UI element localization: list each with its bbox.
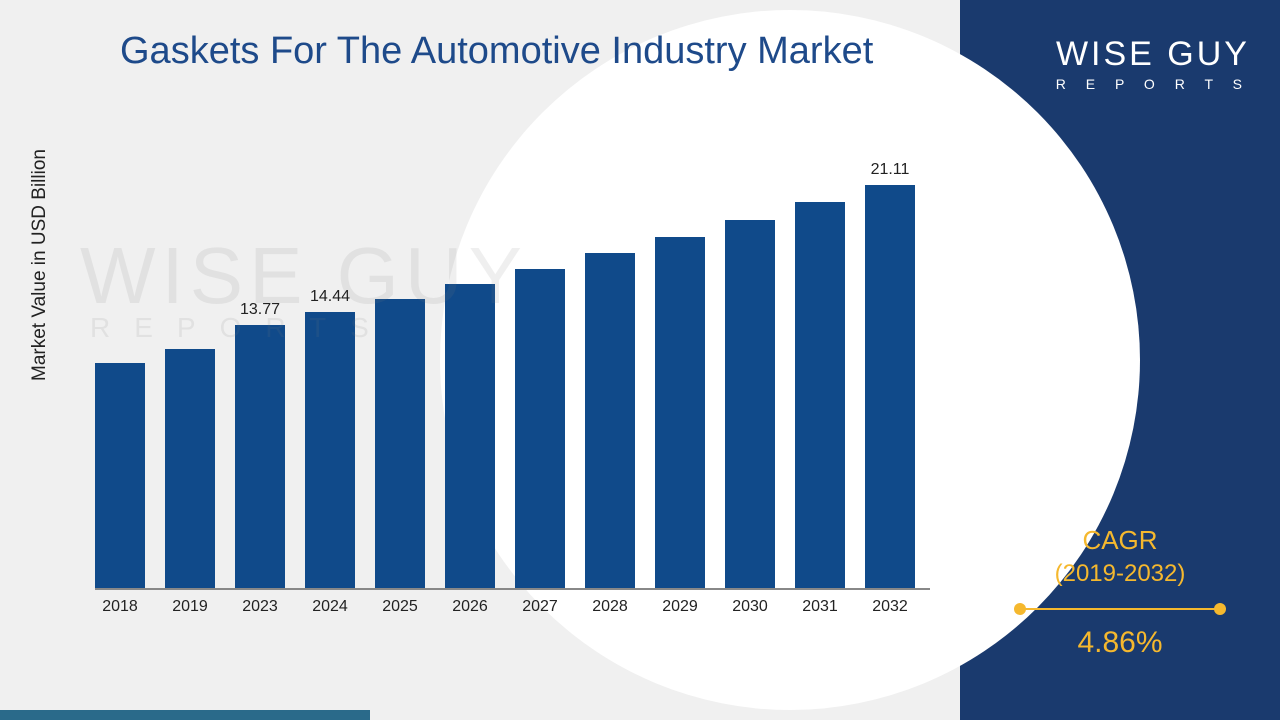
x-tick-label: 2019 <box>160 598 220 616</box>
bar <box>375 299 425 588</box>
cagr-period: (2019-2032) <box>990 560 1250 588</box>
x-tick-label: 2025 <box>370 598 430 616</box>
cagr-box: CAGR (2019-2032) 4.86% <box>990 525 1250 660</box>
bar <box>655 237 705 588</box>
cagr-divider <box>1020 608 1220 610</box>
bar <box>725 220 775 588</box>
chart-title: Gaskets For The Automotive Industry Mark… <box>120 30 873 74</box>
bar-value-label: 14.44 <box>300 288 360 306</box>
logo-sub-text: R E P O R T S <box>1056 76 1250 92</box>
y-axis-label: Market Value in USD Billion <box>29 149 51 381</box>
x-tick-label: 2028 <box>580 598 640 616</box>
x-tick-label: 2027 <box>510 598 570 616</box>
bar <box>585 253 635 588</box>
bar-value-label: 21.11 <box>860 161 920 179</box>
bar <box>165 349 215 588</box>
cagr-title: CAGR <box>990 525 1250 556</box>
x-tick-label: 2026 <box>440 598 500 616</box>
bar <box>865 185 915 588</box>
bar-value-label: 13.77 <box>230 301 290 319</box>
bottom-accent-bar <box>0 710 370 720</box>
bar <box>515 269 565 588</box>
bar <box>445 284 495 588</box>
x-tick-label: 2018 <box>90 598 150 616</box>
x-tick-label: 2031 <box>790 598 850 616</box>
chart-container: Market Value in USD Billion 201820192023… <box>60 170 930 620</box>
bar <box>795 202 845 588</box>
x-tick-label: 2023 <box>230 598 290 616</box>
logo-main-text: WISE GUY <box>1056 35 1250 74</box>
plot-area: 20182019202313.77202414.4420252026202720… <box>95 170 930 590</box>
x-tick-label: 2032 <box>860 598 920 616</box>
cagr-value: 4.86% <box>990 626 1250 660</box>
brand-logo: WISE GUY R E P O R T S <box>1056 35 1250 92</box>
main-area: Gaskets For The Automotive Industry Mark… <box>0 0 1280 720</box>
x-tick-label: 2029 <box>650 598 710 616</box>
x-tick-label: 2030 <box>720 598 780 616</box>
bar <box>305 312 355 588</box>
x-tick-label: 2024 <box>300 598 360 616</box>
bar <box>235 325 285 588</box>
bar <box>95 363 145 588</box>
